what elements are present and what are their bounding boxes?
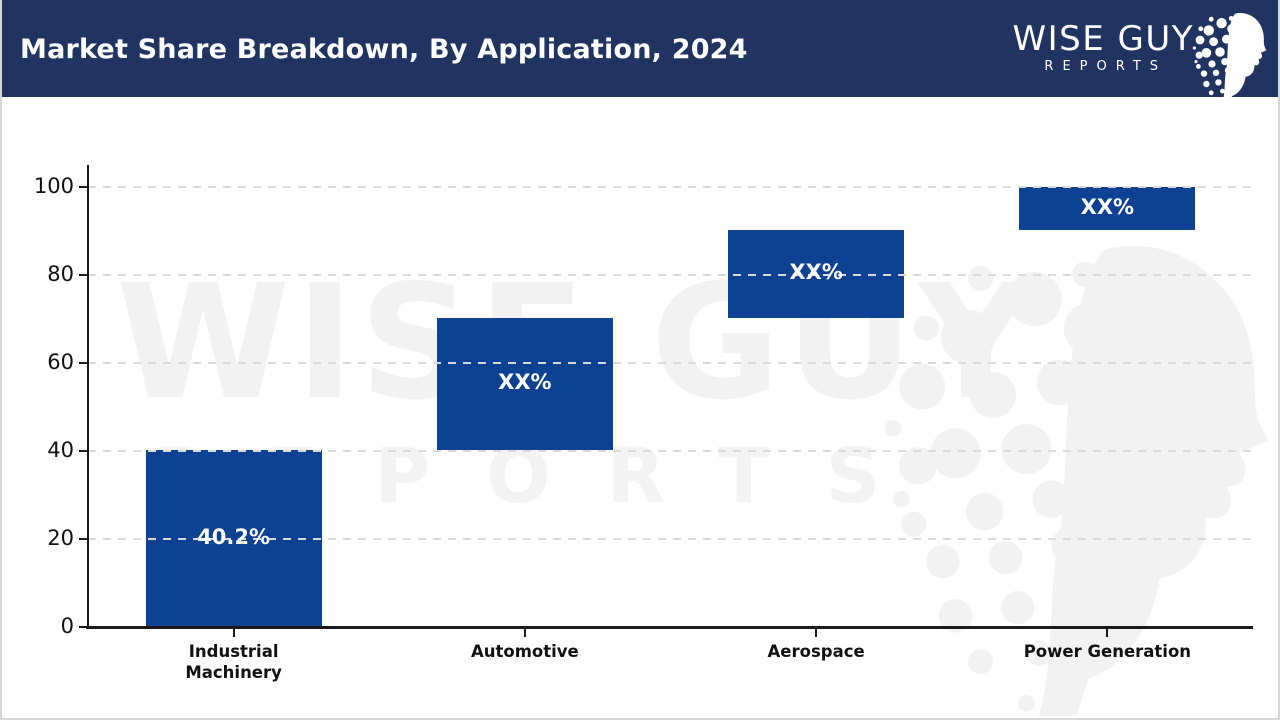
bar-aerospace: [728, 230, 905, 318]
header-bar: Market Share Breakdown, By Application, …: [0, 0, 1280, 104]
bar-value-label-power-generation: XX%: [1080, 194, 1135, 219]
x-tick-industrial-machinery: [232, 629, 235, 637]
bar-value-label-automotive: XX%: [498, 369, 552, 394]
x-axis-spine: [86, 626, 1253, 629]
brand-head-icon: [1188, 8, 1268, 104]
brand-logo: WISE GUY REPORTS: [1012, 8, 1268, 104]
y-tick-label-60: 60: [47, 350, 74, 374]
bar-power-generation: [1019, 187, 1196, 231]
x-axis-label-automotive: Automotive: [470, 642, 579, 661]
page-title: Market Share Breakdown, By Application, …: [20, 34, 748, 65]
x-tick-automotive: [523, 629, 526, 637]
brand-subtitle: REPORTS: [1044, 58, 1168, 74]
gridline-y40: [88, 450, 1253, 452]
y-axis-spine: [87, 165, 89, 629]
bar-value-label-industrial-machinery: 40.2%: [197, 524, 271, 549]
y-tick-80: [79, 274, 88, 276]
brand-logo-text: WISE GUY REPORTS: [1012, 19, 1194, 74]
y-tick-20: [79, 538, 88, 540]
y-tick-40: [79, 450, 88, 452]
y-tick-label-20: 20: [47, 526, 74, 550]
y-tick-60: [79, 362, 88, 364]
y-tick-label-80: 80: [47, 262, 74, 286]
bar-value-label-aerospace: XX%: [789, 259, 843, 284]
x-axis-label-industrial-machinery: Industrial Machinery: [185, 642, 282, 683]
y-tick-100: [79, 186, 88, 188]
bar-automotive: [436, 317, 613, 451]
x-axis-label-aerospace: Aerospace: [767, 642, 865, 661]
y-tick-0: [79, 626, 88, 628]
gridline-y20: [88, 538, 1253, 540]
y-tick-label-0: 0: [60, 614, 74, 638]
gridline-y80: [88, 274, 1253, 276]
x-tick-aerospace: [815, 629, 818, 637]
brand-name: WISE GUY: [1012, 19, 1194, 60]
gridline-y60: [88, 362, 1253, 364]
y-tick-label-100: 100: [33, 174, 74, 198]
y-tick-label-40: 40: [47, 438, 74, 462]
x-tick-power-generation: [1106, 629, 1109, 637]
gridline-y100: [88, 186, 1253, 188]
x-axis-label-power-generation: Power Generation: [1023, 642, 1192, 661]
